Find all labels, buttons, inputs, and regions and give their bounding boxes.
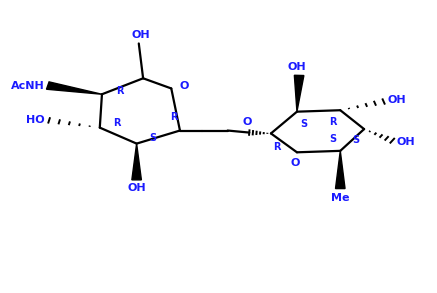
Polygon shape xyxy=(295,75,304,112)
Text: HO: HO xyxy=(26,115,45,125)
Text: R: R xyxy=(329,117,337,127)
Text: R: R xyxy=(116,86,123,96)
Text: R: R xyxy=(170,113,178,122)
Text: OH: OH xyxy=(132,30,150,40)
Polygon shape xyxy=(46,82,102,94)
Text: R: R xyxy=(113,118,120,128)
Text: Me: Me xyxy=(331,193,350,203)
Polygon shape xyxy=(336,151,345,189)
Text: O: O xyxy=(290,158,299,168)
Text: S: S xyxy=(329,134,337,144)
Text: OH: OH xyxy=(397,137,415,147)
Text: O: O xyxy=(179,81,188,91)
Text: S: S xyxy=(149,133,156,143)
Text: S: S xyxy=(353,135,360,145)
Text: OH: OH xyxy=(127,183,146,193)
Polygon shape xyxy=(132,144,142,180)
Text: OH: OH xyxy=(288,62,306,72)
Text: R: R xyxy=(273,142,281,151)
Text: OH: OH xyxy=(388,95,406,105)
Text: O: O xyxy=(243,117,252,127)
Text: AcNH: AcNH xyxy=(10,81,44,91)
Text: S: S xyxy=(300,119,308,129)
